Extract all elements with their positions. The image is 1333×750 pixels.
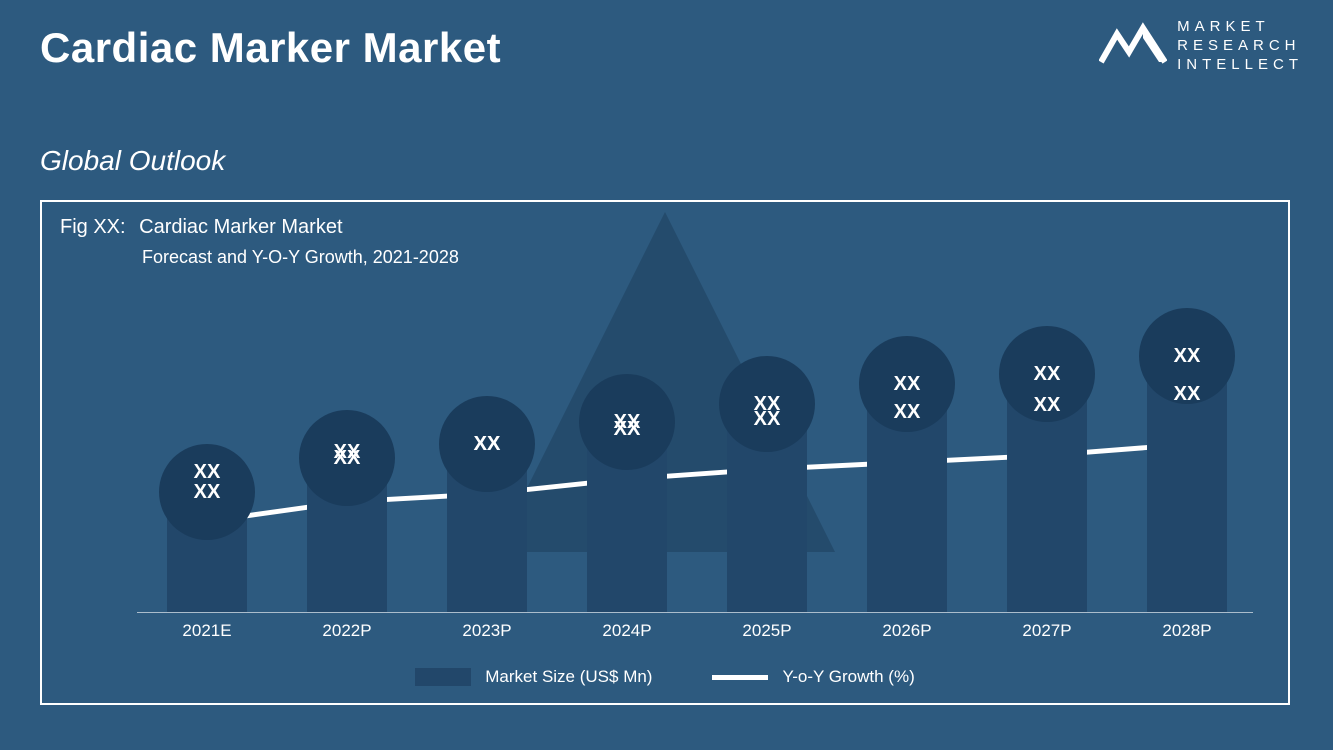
x-tick: 2021E — [182, 621, 231, 641]
logo-line-2: RESEARCH — [1177, 37, 1303, 56]
plot-area: XXXXXXXXXXXXXXXXXXXXXXXXXXXXXXXX — [137, 302, 1253, 613]
x-tick: 2024P — [602, 621, 651, 641]
x-tick: 2028P — [1162, 621, 1211, 641]
bar: XX — [587, 422, 667, 612]
logo-line-3: INTELLECT — [1177, 56, 1303, 75]
brand-logo: MARKET RESEARCH INTELLECT — [1099, 18, 1303, 74]
x-tick: 2022P — [322, 621, 371, 641]
figure-title: Cardiac Marker Market — [139, 216, 342, 238]
logo-line-1: MARKET — [1177, 18, 1303, 37]
legend-item-bar: Market Size (US$ Mn) — [415, 667, 652, 687]
growth-label: XX — [754, 408, 781, 431]
logo-text: MARKET RESEARCH INTELLECT — [1177, 18, 1303, 74]
bar-cap: XX — [719, 356, 815, 452]
page-title: Cardiac Marker Market — [40, 24, 501, 72]
legend-line-label: Y-o-Y Growth (%) — [782, 667, 914, 687]
x-axis: 2021E 2022P 2023P 2024P 2025P 2026P 2027P 2028P — [137, 621, 1253, 643]
line-swatch-icon — [712, 675, 768, 680]
figure-subtitle: Forecast and Y-O-Y Growth, 2021-2028 — [42, 243, 1288, 268]
growth-label: XX — [334, 441, 361, 464]
growth-label: XX — [474, 433, 501, 456]
growth-label: XX — [1174, 383, 1201, 406]
bar: XX — [167, 492, 247, 612]
bar: XX — [447, 444, 527, 612]
growth-label: XX — [894, 401, 921, 424]
subtitle: Global Outlook — [40, 145, 225, 177]
x-tick: 2027P — [1022, 621, 1071, 641]
x-tick: 2026P — [882, 621, 931, 641]
x-tick: 2023P — [462, 621, 511, 641]
bar-cap: XX — [159, 444, 255, 540]
bar: XX — [727, 404, 807, 612]
growth-label: XX — [1034, 394, 1061, 417]
growth-label: XX — [194, 461, 221, 484]
bar: XX — [307, 458, 387, 612]
figure-number: Fig XX: — [60, 216, 126, 238]
figure-heading: Fig XX: Cardiac Marker Market — [42, 202, 1288, 243]
x-tick: 2025P — [742, 621, 791, 641]
legend: Market Size (US$ Mn) Y-o-Y Growth (%) — [42, 667, 1288, 687]
bar-swatch-icon — [415, 668, 471, 686]
legend-item-line: Y-o-Y Growth (%) — [712, 667, 914, 687]
chart-container: Fig XX: Cardiac Marker Market Forecast a… — [40, 200, 1290, 705]
legend-bar-label: Market Size (US$ Mn) — [485, 667, 652, 687]
logo-mark-icon — [1099, 22, 1167, 70]
growth-label: XX — [614, 418, 641, 441]
